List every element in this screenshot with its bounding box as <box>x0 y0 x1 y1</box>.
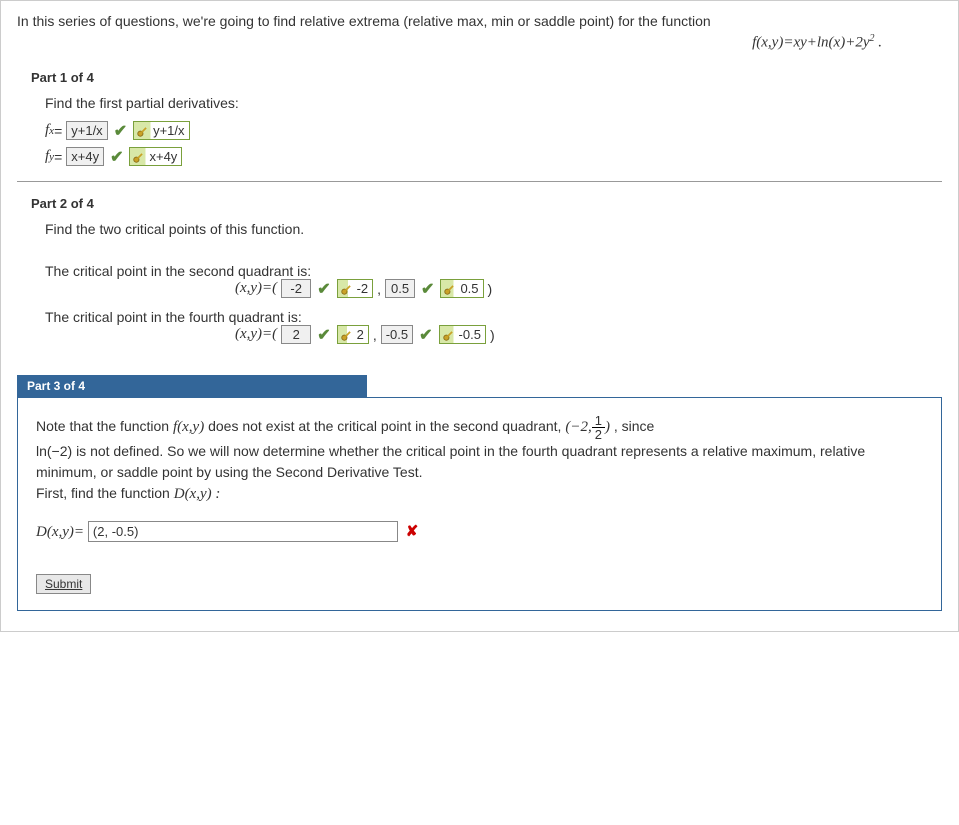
question-container: In this series of questions, we're going… <box>0 0 959 632</box>
check-icon: ✔ <box>114 121 127 141</box>
key-icon <box>442 328 456 342</box>
fy-input[interactable]: x+4y <box>66 147 104 166</box>
q2-x-input[interactable]: -2 <box>281 279 311 298</box>
quadrant4-label: The critical point in the fourth quadran… <box>45 309 942 325</box>
part2-body: Find the two critical points of this fun… <box>45 221 942 345</box>
fx-input[interactable]: y+1/x <box>66 121 107 140</box>
fy-row: fy= x+4y ✔ x+4y <box>45 147 942 167</box>
fx-answer-key: y+1/x <box>133 121 189 140</box>
q4-x-input[interactable]: 2 <box>281 325 311 344</box>
check-icon: ✔ <box>110 147 123 167</box>
part3-heading: Part 3 of 4 <box>17 375 367 397</box>
part3-body: Note that the function f(x,y) does not e… <box>17 397 942 612</box>
q4-x-key: 2 <box>337 325 369 344</box>
part1-body: Find the first partial derivatives: fx= … <box>45 95 942 167</box>
q2-y-key: 0.5 <box>440 279 483 298</box>
wrong-icon: ✘ <box>406 523 419 540</box>
quadrant2-answer: (x,y)=( -2 ✔ -2 , 0.5 ✔ 0.5 ) <box>235 279 942 299</box>
q2-y-input[interactable]: 0.5 <box>385 279 415 298</box>
part1-heading: Part 1 of 4 <box>31 70 942 85</box>
key-icon <box>340 328 354 342</box>
q2-x-key: -2 <box>337 279 374 298</box>
key-icon <box>136 124 150 138</box>
check-icon: ✔ <box>421 279 434 299</box>
check-icon: ✔ <box>419 325 432 345</box>
d-input[interactable]: (2, -0.5) <box>88 521 398 542</box>
q4-y-input[interactable]: -0.5 <box>381 325 413 344</box>
key-icon <box>132 150 146 164</box>
part1-prompt: Find the first partial derivatives: <box>45 95 942 111</box>
formula: f(x,y)=xy+ln(x)+2y2 . <box>17 33 942 52</box>
key-icon <box>443 282 457 296</box>
quadrant2-label: The critical point in the second quadran… <box>45 263 942 279</box>
d-row: D(x,y)= (2, -0.5) ✘ <box>36 521 923 542</box>
divider <box>17 181 942 182</box>
submit-button[interactable]: Submit <box>36 574 91 594</box>
part2-prompt: Find the two critical points of this fun… <box>45 221 942 237</box>
check-icon: ✔ <box>317 325 330 345</box>
quadrant4-answer: (x,y)=( 2 ✔ 2 , -0.5 ✔ -0.5 ) <box>235 325 942 345</box>
part3-note: Note that the function f(x,y) does not e… <box>36 414 923 506</box>
fy-answer-key: x+4y <box>129 147 182 166</box>
key-icon <box>340 282 354 296</box>
fx-row: fx= y+1/x ✔ y+1/x <box>45 121 942 141</box>
q4-y-key: -0.5 <box>439 325 486 344</box>
part2-heading: Part 2 of 4 <box>31 196 942 211</box>
intro-text: In this series of questions, we're going… <box>17 13 942 29</box>
check-icon: ✔ <box>317 279 330 299</box>
